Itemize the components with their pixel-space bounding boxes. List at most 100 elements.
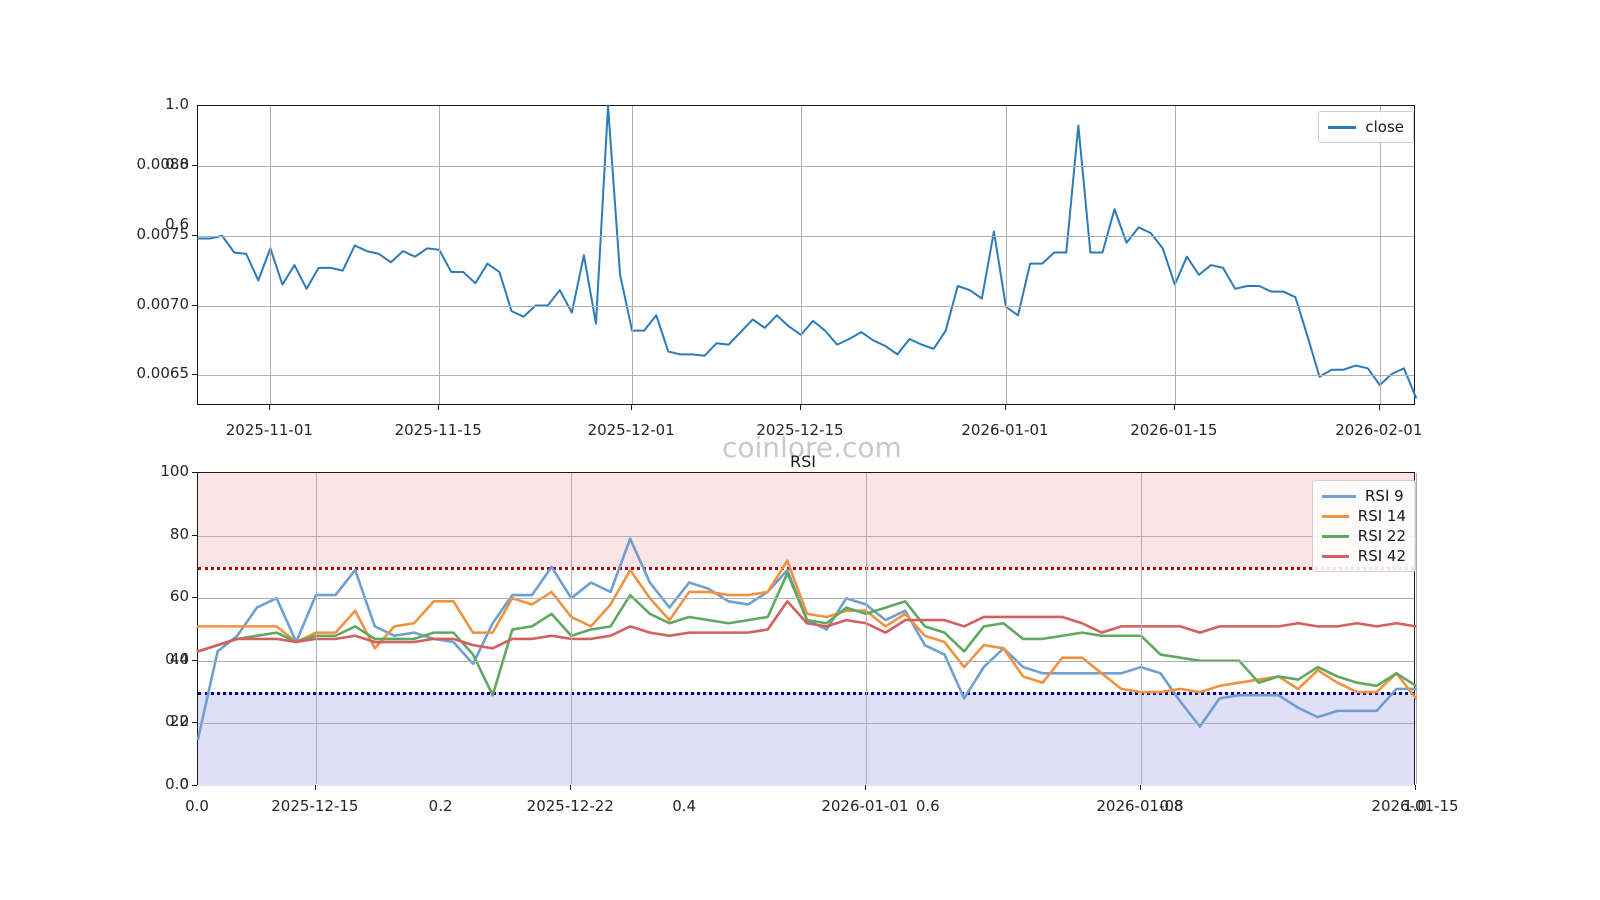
- rsi-legend-item[interactable]: RSI 42: [1322, 546, 1406, 566]
- rsi-x-tick-unit-label: 1.0: [1403, 797, 1427, 815]
- rsi-y-unit-tick-label: 0.2: [165, 712, 189, 731]
- price-x-tickmark: [1004, 405, 1006, 410]
- rsi-y-tick-label: 20: [169, 712, 189, 731]
- rsi-x-tick-unit-label: 0.0: [185, 797, 209, 815]
- rsi-y-unit-tick-label: 0.4: [165, 649, 189, 668]
- rsi-y-tickmark: [192, 472, 197, 473]
- legend-label: close: [1365, 118, 1404, 136]
- legend-label: RSI 22: [1357, 527, 1406, 545]
- rsi-x-tick-date-label: 2026-01-15: [1371, 797, 1459, 815]
- rsi-gridline-vertical: [1140, 473, 1142, 784]
- rsi-gridline-horizontal: [198, 660, 1414, 662]
- rsi-y-tick-label: 40: [169, 649, 189, 668]
- price-x-tick-label: 2025-12-01: [587, 421, 675, 439]
- rsi-x-tick-unit-label: 0.2: [428, 797, 453, 815]
- price-x-tickmark: [269, 405, 271, 410]
- price-x-tick-label: 2026-02-01: [1335, 421, 1423, 439]
- rsi-y-tick-label: 100: [160, 462, 189, 480]
- price-x-tick-label: 2026-01-15: [1130, 421, 1218, 439]
- price-gridline-horizontal: [198, 375, 1414, 377]
- rsi-line-rsi-22: [196, 571, 1418, 697]
- rsi-x-tick-date-label: 2026-01-01: [821, 797, 909, 815]
- price-x-tickmark: [799, 405, 801, 410]
- rsi-panel-title: RSI: [790, 452, 816, 471]
- price-gridline-horizontal: [198, 235, 1414, 237]
- price-y-tick-label: 0.0080: [136, 155, 190, 173]
- rsi-x-tickmark: [314, 785, 316, 790]
- rsi-chart-legend: RSI 9 RSI 14 RSI 22 RSI 42: [1312, 480, 1416, 572]
- price-y-tickmark: [192, 234, 197, 236]
- rsi-oversold-band: [198, 692, 1414, 786]
- rsi-x-tick-date-label: 2026-01-08: [1096, 797, 1184, 815]
- legend-label: RSI 9: [1365, 487, 1404, 505]
- rsi-x-tick-date-label: 2025-12-15: [271, 797, 359, 815]
- price-y-tickmark: [192, 165, 197, 166]
- price-gridline-vertical: [632, 106, 634, 404]
- price-gridline-vertical: [800, 106, 802, 404]
- rsi-y-unit-tick-label: 0.0: [165, 775, 189, 793]
- price-x-tickmark: [631, 405, 633, 410]
- price-line-plot: [197, 105, 1417, 399]
- price-y-unit-tick-label: 0.6: [165, 215, 189, 233]
- legend-label: RSI 14: [1357, 507, 1406, 525]
- price-y-tick-label: 0.0065: [136, 364, 190, 383]
- price-chart-legend: close: [1318, 111, 1414, 143]
- price-y-tick-label: 0.0075: [136, 224, 190, 243]
- rsi-x-tick-unit-label: 0.4: [672, 797, 697, 815]
- rsi-chart-panel: [196, 472, 1418, 786]
- rsi-line-plot: [196, 537, 1418, 741]
- rsi-overbought-band: [198, 473, 1414, 567]
- rsi-legend-item[interactable]: RSI 9: [1322, 486, 1406, 506]
- rsi-legend-item[interactable]: RSI 22: [1322, 526, 1406, 546]
- rsi-gridline-horizontal: [198, 723, 1414, 725]
- price-x-tickmark: [1378, 405, 1380, 410]
- rsi-gridline-vertical: [1416, 473, 1417, 784]
- legend-color-swatch: [1322, 494, 1356, 498]
- legend-color-swatch: [1328, 125, 1357, 129]
- rsi-x-tickmark: [570, 785, 572, 790]
- price-gridline-vertical: [1379, 106, 1381, 404]
- rsi-x-tickmark: [1415, 785, 1416, 790]
- legend-color-swatch: [1322, 554, 1349, 558]
- rsi-y-tickmark: [192, 785, 197, 786]
- price-y-unit-tick-label: 0.8: [165, 155, 189, 173]
- price-gridline-vertical: [270, 106, 272, 404]
- price-x-tick-label: 2025-11-01: [225, 421, 313, 439]
- rsi-overbought-threshold-line: [198, 566, 1414, 570]
- rsi-y-tick-label: 60: [169, 587, 189, 606]
- price-y-tickmark: [192, 304, 197, 306]
- rsi-oversold-threshold-line: [198, 692, 1414, 696]
- rsi-legend-item[interactable]: RSI 14: [1322, 506, 1406, 526]
- price-gridline-vertical: [1005, 106, 1007, 404]
- price-y-tickmark: [192, 374, 197, 376]
- price-x-tick-label: 2025-11-15: [394, 421, 482, 439]
- price-x-tickmark: [438, 405, 440, 410]
- watermark: coinlore.com: [722, 431, 902, 464]
- price-x-tick-label: 2025-12-15: [756, 421, 844, 439]
- legend-color-swatch: [1322, 534, 1349, 538]
- rsi-x-tickmark: [864, 785, 866, 790]
- rsi-line-rsi-42: [196, 600, 1418, 653]
- price-gridline-vertical: [1174, 106, 1176, 404]
- price-gridline-horizontal: [198, 166, 1414, 167]
- rsi-y-tickmark: [192, 534, 197, 536]
- rsi-x-tick-unit-label: 0.6: [915, 797, 940, 815]
- legend-label: RSI 42: [1357, 547, 1406, 565]
- rsi-gridline-vertical: [571, 473, 573, 784]
- rsi-gridline-horizontal: [198, 535, 1414, 537]
- price-y-tick-label: 0.0070: [136, 294, 190, 313]
- price-legend-item[interactable]: close: [1328, 117, 1404, 137]
- rsi-y-tick-label: 0: [179, 775, 189, 793]
- rsi-gridline-vertical: [315, 473, 317, 784]
- price-y-unit-tick-label: 1.0: [165, 95, 189, 113]
- rsi-x-tickmark: [1139, 785, 1141, 790]
- rsi-gridline-vertical: [865, 473, 867, 784]
- legend-color-swatch: [1322, 514, 1349, 518]
- rsi-y-tickmark: [192, 659, 197, 661]
- rsi-y-tick-label: 80: [169, 524, 189, 543]
- rsi-y-tickmark: [192, 597, 197, 599]
- rsi-x-tick-unit-label: 0.8: [1159, 797, 1184, 815]
- rsi-x-tick-date-label: 2025-12-22: [526, 797, 614, 815]
- rsi-y-tickmark: [192, 722, 197, 724]
